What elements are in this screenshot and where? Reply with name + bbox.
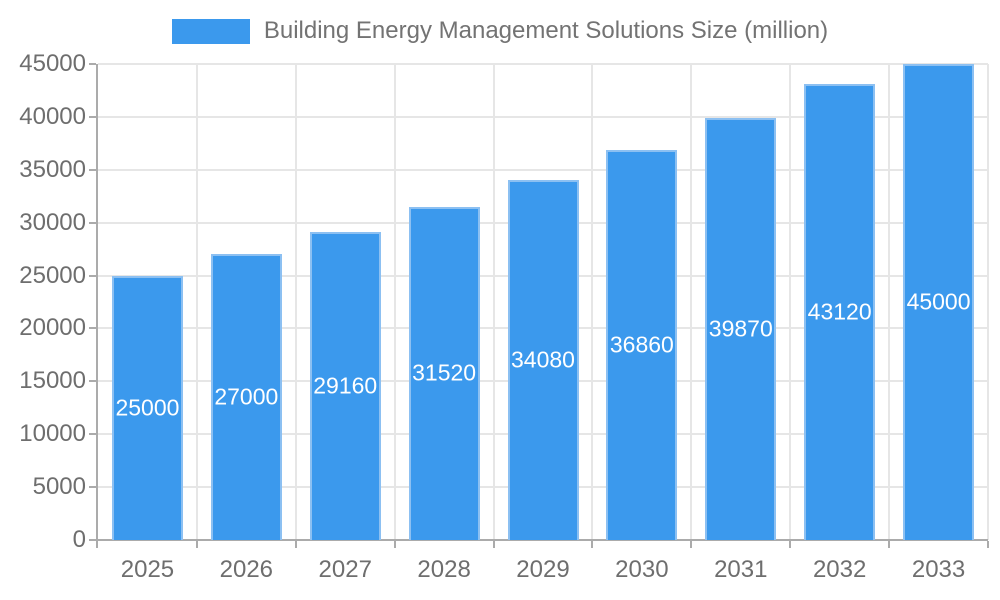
x-tick-mark: [195, 541, 198, 548]
y-tick-mark: [89, 539, 96, 541]
y-tick-mark: [89, 380, 96, 383]
x-gridline: [492, 64, 495, 540]
bar-2028: [408, 206, 480, 540]
x-tick-label: 2030: [615, 556, 669, 583]
x-tick-label: 2027: [318, 556, 372, 583]
x-gridline: [888, 64, 891, 540]
x-gridline: [987, 64, 989, 540]
x-tick-mark: [492, 541, 495, 548]
y-tick-mark: [89, 274, 96, 277]
y-gridline: [98, 168, 988, 171]
bar-2029: [507, 179, 579, 540]
bar-2033: [903, 64, 975, 540]
y-tick-label: 15000: [19, 367, 86, 395]
x-gridline: [690, 64, 693, 540]
y-gridline: [98, 115, 988, 118]
bar-value-label: 39870: [708, 315, 773, 342]
x-gridline: [393, 64, 396, 540]
bar-value-label: 29160: [313, 372, 378, 399]
bar-2032: [804, 83, 876, 540]
x-tick-label: 2029: [516, 556, 570, 583]
y-tick-mark: [89, 327, 96, 330]
y-tick-label: 30000: [19, 208, 86, 236]
x-gridline: [789, 64, 792, 540]
bar-value-label: 25000: [115, 394, 180, 421]
x-axis-line: [96, 539, 988, 541]
x-tick-label: 2032: [812, 556, 867, 583]
y-tick-label: 25000: [19, 261, 86, 289]
x-tick-label: 2028: [417, 556, 471, 583]
y-tick-label: 40000: [19, 102, 86, 130]
x-tick-mark: [987, 541, 989, 548]
x-gridline: [294, 64, 297, 540]
legend-label[interactable]: Building Energy Management Solutions Siz…: [263, 17, 829, 44]
y-axis-line: [96, 64, 98, 548]
bar-value-label: 43120: [807, 298, 872, 325]
x-tick-label: 2031: [714, 556, 768, 583]
x-tick-label: 2025: [120, 556, 175, 583]
x-tick-mark: [294, 541, 297, 548]
y-tick-label: 45000: [19, 50, 86, 77]
x-tick-mark: [789, 541, 792, 548]
x-gridline: [195, 64, 198, 540]
y-tick-label: 0: [72, 526, 86, 553]
y-tick-mark: [89, 168, 96, 171]
y-tick-label: 20000: [19, 314, 86, 342]
y-tick-mark: [89, 486, 96, 489]
bar-value-label: 31520: [412, 359, 477, 386]
x-tick-mark: [393, 541, 396, 548]
y-tick-mark: [89, 433, 96, 436]
bar-2030: [606, 150, 678, 540]
bar-2025: [111, 275, 183, 540]
x-gridline: [591, 64, 594, 540]
bar-value-label: 45000: [906, 288, 971, 315]
chart-legend[interactable]: Building Energy Management Solutions Siz…: [0, 16, 1000, 46]
x-tick-label: 2026: [219, 556, 274, 583]
bar-2027: [309, 231, 381, 540]
x-tick-label: 2033: [911, 556, 966, 583]
x-tick-mark: [888, 541, 891, 548]
bar-value-label: 36860: [609, 331, 674, 358]
x-tick-mark: [690, 541, 693, 548]
bar-value-label: 27000: [214, 383, 279, 410]
x-tick-mark: [591, 541, 594, 548]
bar-2026: [210, 254, 282, 540]
bar-2031: [705, 118, 777, 540]
bar-value-label: 34080: [511, 346, 575, 373]
legend-swatch[interactable]: [171, 18, 250, 44]
y-gridline: [98, 63, 988, 65]
y-tick-mark: [89, 115, 96, 118]
y-tick-label: 35000: [19, 155, 86, 183]
y-tick-mark: [89, 221, 96, 224]
y-tick-label: 5000: [32, 473, 86, 501]
y-tick-label: 10000: [19, 420, 86, 448]
y-tick-mark: [89, 63, 96, 65]
